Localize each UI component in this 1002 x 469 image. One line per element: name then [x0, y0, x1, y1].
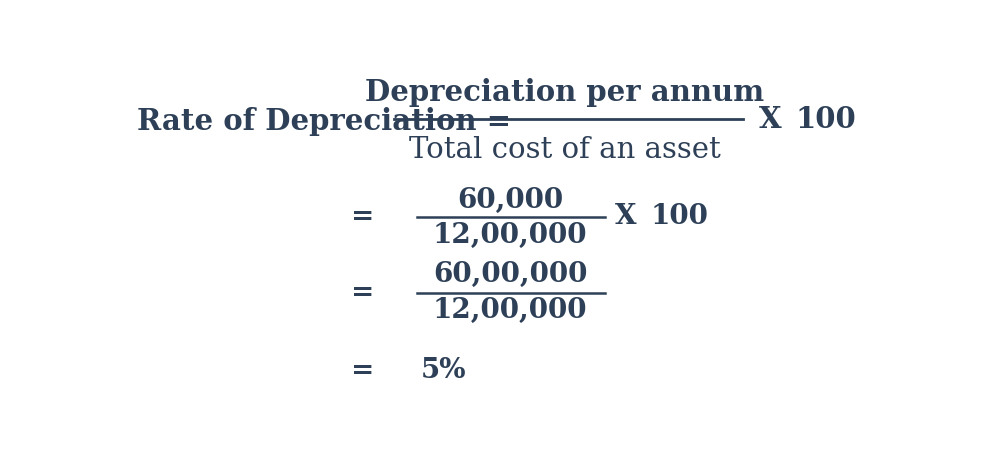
Text: 100: 100 — [649, 204, 707, 230]
Text: 12,00,000: 12,00,000 — [433, 221, 587, 249]
Text: =: = — [351, 357, 374, 384]
Text: X: X — [759, 105, 781, 134]
Text: 60,000: 60,000 — [457, 187, 563, 214]
Text: X: X — [614, 204, 636, 230]
Text: Total cost of an asset: Total cost of an asset — [408, 136, 719, 164]
Text: Rate of Depreciation =: Rate of Depreciation = — [137, 107, 511, 136]
Text: Depreciation per annum: Depreciation per annum — [365, 78, 764, 107]
Text: 12,00,000: 12,00,000 — [433, 297, 587, 325]
Text: =: = — [351, 280, 374, 306]
Text: =: = — [351, 204, 374, 230]
Text: 60,00,000: 60,00,000 — [433, 261, 587, 288]
Text: 100: 100 — [795, 105, 856, 134]
Text: 5%: 5% — [421, 357, 466, 384]
